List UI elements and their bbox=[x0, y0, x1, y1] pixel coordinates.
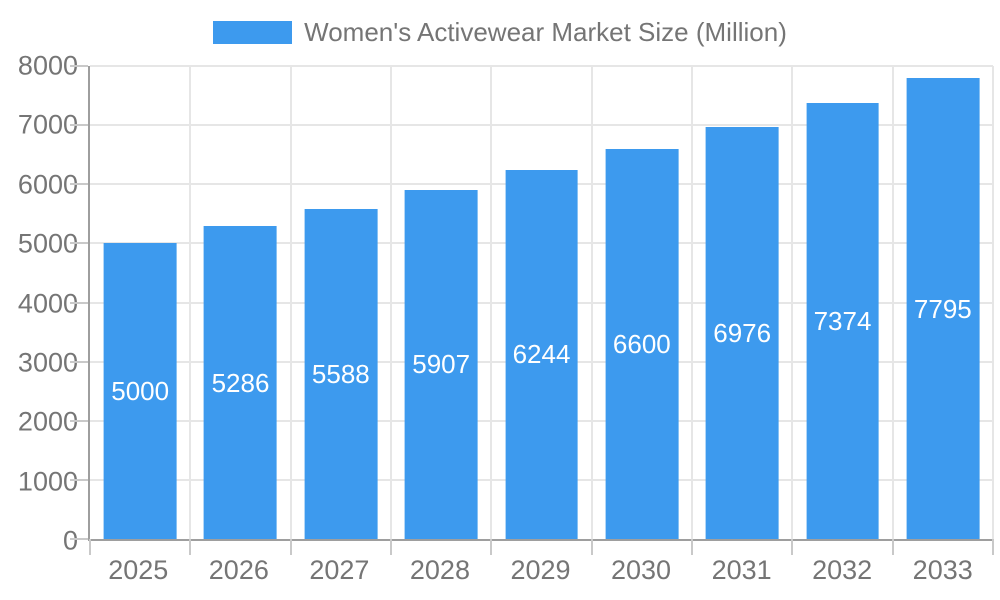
y-axis-tick bbox=[70, 65, 88, 67]
y-axis-tick-label: 3000 bbox=[17, 347, 78, 378]
gridline-horizontal bbox=[90, 65, 993, 67]
x-axis-tick-label: 2032 bbox=[812, 555, 873, 585]
y-axis-tick bbox=[70, 419, 88, 422]
x-axis: 2025 2026 2027 2028 2029 2030 2031 2032 2033 bbox=[88, 555, 993, 590]
y-axis-tick-label: 4000 bbox=[17, 288, 78, 318]
bar-value-label: 7374 bbox=[813, 306, 872, 336]
gridline-vertical bbox=[690, 66, 693, 539]
bar-2026: 5286 bbox=[204, 226, 277, 539]
bar-value-label: 5000 bbox=[111, 376, 170, 407]
gridline-vertical bbox=[992, 66, 994, 539]
gridline-vertical bbox=[590, 66, 593, 539]
x-axis-tick-label: 2029 bbox=[510, 555, 571, 585]
gridline-vertical bbox=[389, 66, 392, 539]
x-axis-tick bbox=[891, 539, 894, 555]
y-axis-tick-label: 0 bbox=[62, 525, 78, 556]
gridline-vertical bbox=[189, 66, 192, 539]
bar-value-label: 6244 bbox=[512, 339, 571, 370]
y-axis-tick-label: 6000 bbox=[17, 169, 78, 200]
y-axis-tick-label: 8000 bbox=[17, 50, 78, 81]
y-axis-tick bbox=[70, 242, 88, 245]
x-axis-tick bbox=[590, 539, 593, 555]
x-axis-tick-label: 2025 bbox=[108, 555, 169, 585]
bar-2033: 7795 bbox=[906, 78, 980, 539]
x-axis-tick bbox=[490, 539, 493, 555]
bar-2031: 6976 bbox=[705, 126, 779, 539]
gridline-vertical bbox=[791, 66, 794, 539]
x-axis-tick bbox=[690, 539, 693, 555]
y-axis-tick bbox=[70, 360, 88, 363]
y-axis-tick-label: 5000 bbox=[17, 228, 78, 259]
y-axis-tick-label: 1000 bbox=[17, 466, 78, 497]
bar-2032: 7374 bbox=[806, 103, 879, 539]
y-axis-tick bbox=[70, 538, 88, 540]
x-axis-tick bbox=[389, 539, 392, 555]
x-axis-tick-label: 2026 bbox=[208, 555, 269, 585]
plot-area: 5000 5286 5588 5907 6244 6600 6976 7374 7795 bbox=[70, 65, 994, 555]
y-axis-tick bbox=[70, 478, 88, 481]
y-axis-tick bbox=[70, 183, 88, 186]
legend-swatch-icon bbox=[213, 20, 293, 44]
x-axis-tick-label: 2031 bbox=[711, 555, 772, 585]
x-axis-tick bbox=[791, 539, 794, 555]
x-axis-tick-label: 2033 bbox=[912, 555, 973, 585]
y-axis-tick bbox=[70, 301, 88, 304]
bar-value-label: 6600 bbox=[612, 328, 671, 359]
bar-value-label: 7795 bbox=[913, 293, 972, 324]
x-axis-tick bbox=[189, 539, 192, 555]
y-axis-tick bbox=[70, 124, 88, 127]
bar-2030: 6600 bbox=[605, 148, 679, 539]
x-axis-tick-label: 2028 bbox=[409, 555, 470, 585]
bar-2027: 5588 bbox=[304, 208, 378, 539]
bar-value-label: 5286 bbox=[211, 367, 270, 398]
chart-legend[interactable]: Women's Activewear Market Size (Million) bbox=[0, 17, 1000, 47]
x-axis-tick bbox=[89, 539, 91, 555]
bar-2025: 5000 bbox=[103, 243, 177, 539]
x-axis-tick-label: 2027 bbox=[309, 555, 370, 585]
bar-value-label: 5907 bbox=[412, 349, 471, 380]
y-axis: 0 1000 2000 3000 4000 5000 6000 7000 8000 bbox=[0, 52, 78, 554]
bar-value-label: 5588 bbox=[311, 358, 370, 389]
gridline-horizontal bbox=[90, 124, 993, 127]
bar-2028: 5907 bbox=[404, 189, 478, 539]
gridline-vertical bbox=[891, 66, 894, 539]
bar-value-label: 6976 bbox=[713, 317, 772, 348]
gridline-vertical bbox=[490, 66, 493, 539]
y-axis-tick-label: 7000 bbox=[17, 109, 78, 140]
gridline-vertical bbox=[289, 66, 292, 539]
x-axis-tick bbox=[992, 539, 994, 555]
x-axis-tick bbox=[289, 539, 292, 555]
legend-label: Women's Activewear Market Size (Million) bbox=[304, 17, 787, 47]
x-axis-tick-label: 2030 bbox=[611, 555, 672, 585]
bar-2029: 6244 bbox=[505, 169, 578, 539]
y-axis-tick-label: 2000 bbox=[17, 406, 78, 437]
